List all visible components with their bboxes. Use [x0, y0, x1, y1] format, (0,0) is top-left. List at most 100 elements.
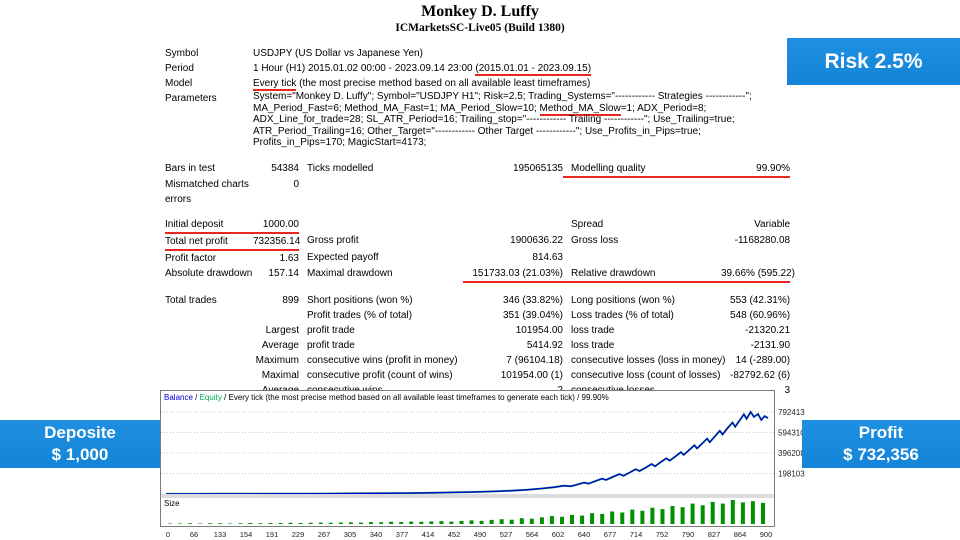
report-cell: loss trade — [571, 339, 615, 351]
svg-text:752: 752 — [656, 530, 669, 539]
svg-text:0: 0 — [166, 530, 170, 539]
deposit-badge: Deposite $ 1,000 — [0, 420, 160, 468]
report-cell: profit trade — [307, 339, 355, 351]
report-row — [165, 149, 790, 161]
report-row: Profit factor 1.63 Expected payoff 814.63 — [165, 250, 790, 266]
report-cell: consecutive profit (count of wins) — [307, 369, 453, 381]
report-cell: Relative drawdown — [563, 265, 721, 283]
report-cell: 553 (42.31%) — [730, 294, 791, 306]
report-cell: Short positions (won %) — [307, 294, 413, 306]
report-cell: consecutive wins (profit in money) — [307, 354, 458, 366]
report-row: Profit trades (% of total) 351 (39.04%) Lo… — [165, 308, 790, 323]
svg-text:594310: 594310 — [778, 429, 805, 438]
report-row: Largest profit trade 101954.00 loss trade -2… — [165, 323, 790, 338]
report-row: Mismatched charts errors 0 — [165, 177, 790, 207]
svg-text:305: 305 — [344, 530, 357, 539]
report-cell: 814.63 — [532, 251, 563, 263]
svg-text:396208: 396208 — [778, 449, 805, 458]
deposit-badge-label: Deposite — [44, 423, 116, 442]
report-cell: 151733.03 (21.03%) — [463, 265, 563, 283]
report-cell: Parameters — [165, 93, 217, 104]
strategy-tester-report-table: Symbol USDJPY (US Dollar vs Japanese Yen)… — [165, 46, 795, 398]
report-cell: loss trade — [571, 324, 615, 336]
report-cell: 99.90% — [721, 160, 791, 178]
report-cell: Modelling quality — [563, 160, 721, 178]
report-cell: Absolute drawdown — [165, 267, 253, 279]
svg-text:340: 340 — [370, 530, 383, 539]
report-cell: Average — [261, 339, 299, 351]
svg-text:229: 229 — [292, 530, 305, 539]
report-cell: Variable — [754, 218, 791, 230]
report-cell: -1168280.08 — [734, 234, 791, 246]
report-cell: Maximal drawdown — [307, 267, 393, 279]
report-cell: 351 (39.04%) — [502, 309, 563, 321]
report-cell: consecutive losses (loss in money) — [571, 354, 726, 366]
report-row: Symbol USDJPY (US Dollar vs Japanese Yen) — [165, 46, 790, 61]
report-cell: 195065135 — [512, 162, 563, 174]
report-table: Symbol USDJPY (US Dollar vs Japanese Yen)… — [165, 46, 795, 398]
report-cell: consecutive loss (count of losses) — [571, 369, 721, 381]
report-cell: 101954.00 (1) — [500, 369, 563, 381]
report-cell: Profit factor — [165, 252, 217, 264]
report-cell: System="Monkey D. Luffy"; Symbol="USDJPY… — [253, 91, 752, 148]
report-cell: Initial deposit — [165, 216, 253, 234]
report-cell: 54384 — [271, 162, 299, 174]
balance-equity-chart: 792413 594310 396208 198103 Balance / Equity… — [160, 390, 810, 540]
svg-text:602: 602 — [552, 530, 565, 539]
report-cell: Bars in test — [165, 162, 216, 174]
svg-text:191: 191 — [266, 530, 279, 539]
svg-text:Size: Size — [164, 499, 180, 508]
report-cell: Expected payoff — [307, 251, 379, 263]
report-cell: Model — [165, 78, 193, 89]
report-cell: USDJPY (US Dollar vs Japanese Yen) — [253, 48, 423, 59]
svg-text:527: 527 — [500, 530, 513, 539]
svg-text:900: 900 — [760, 530, 773, 539]
report-cell: Total net profit — [165, 232, 253, 251]
svg-text:414: 414 — [422, 530, 435, 539]
report-cell: Every tick (the most precise method base… — [253, 78, 591, 91]
report-row: Total net profit 732356.14 Gross profit 190… — [165, 232, 791, 251]
report-row — [165, 282, 790, 293]
report-cell: Loss trades (% of total) — [571, 309, 674, 321]
svg-text:66: 66 — [190, 530, 198, 539]
report-cell: 157.14 — [268, 267, 299, 279]
svg-text:Balance / Equity / Every tick: Balance / Equity / Every tick (the most … — [164, 393, 609, 402]
report-row: Period 1 Hour (H1) 2015.01.02 00:00 - 202… — [165, 61, 790, 76]
report-cell: Gross loss — [571, 234, 619, 246]
report-header: Monkey D. Luffy ICMarketsSC-Live05 (Buil… — [0, 3, 960, 34]
report-cell: 1 Hour (H1) 2015.01.02 00:00 - 2023.09.1… — [253, 63, 592, 76]
report-cell: 5414.92 — [526, 339, 563, 351]
balance-curve-svg: 792413 594310 396208 198103 Balance / Equity… — [160, 390, 805, 539]
svg-text:133: 133 — [214, 530, 227, 539]
svg-text:640: 640 — [578, 530, 591, 539]
report-cell: 0 — [293, 178, 299, 190]
report-cell: 548 (60.96%) — [730, 309, 791, 321]
report-row: Initial deposit 1000.00 Spread Variable — [165, 216, 791, 234]
svg-text:154: 154 — [240, 530, 253, 539]
report-cell: Symbol — [165, 48, 199, 59]
report-cell: -2131.90 — [750, 339, 791, 351]
report-row: Average profit trade 5414.92 loss trade -213… — [165, 338, 790, 353]
svg-text:792413: 792413 — [778, 408, 805, 417]
report-cell: Total trades — [165, 294, 217, 306]
deposit-badge-value: $ 1,000 — [51, 445, 109, 464]
profit-badge: Profit $ 732,356 — [802, 420, 960, 468]
report-cell: 7 (96104.18) — [506, 354, 563, 366]
report-cell: Largest — [265, 324, 299, 336]
report-cell: Spread — [571, 218, 604, 230]
report-cell: Mismatched charts errors — [165, 178, 249, 205]
report-row: Absolute drawdown 157.14 Maximal drawdown 1… — [165, 265, 795, 283]
report-cell: Maximal — [261, 369, 299, 381]
report-cell: 101954.00 — [515, 324, 563, 336]
report-cell: -82792.62 (6) — [730, 369, 791, 381]
risk-badge-label: Risk 2.5% — [824, 49, 923, 73]
svg-text:377: 377 — [396, 530, 409, 539]
report-row: Parameters System="Monkey D. Luffy"; Symb… — [165, 91, 790, 149]
page-subtitle: ICMarketsSC-Live05 (Build 1380) — [395, 22, 565, 34]
svg-text:677: 677 — [604, 530, 617, 539]
report-cell: 14 (-289.00) — [735, 354, 791, 366]
report-cell: Ticks modelled — [307, 162, 374, 174]
report-cell: 346 (33.82%) — [502, 294, 563, 306]
svg-text:790: 790 — [682, 530, 695, 539]
